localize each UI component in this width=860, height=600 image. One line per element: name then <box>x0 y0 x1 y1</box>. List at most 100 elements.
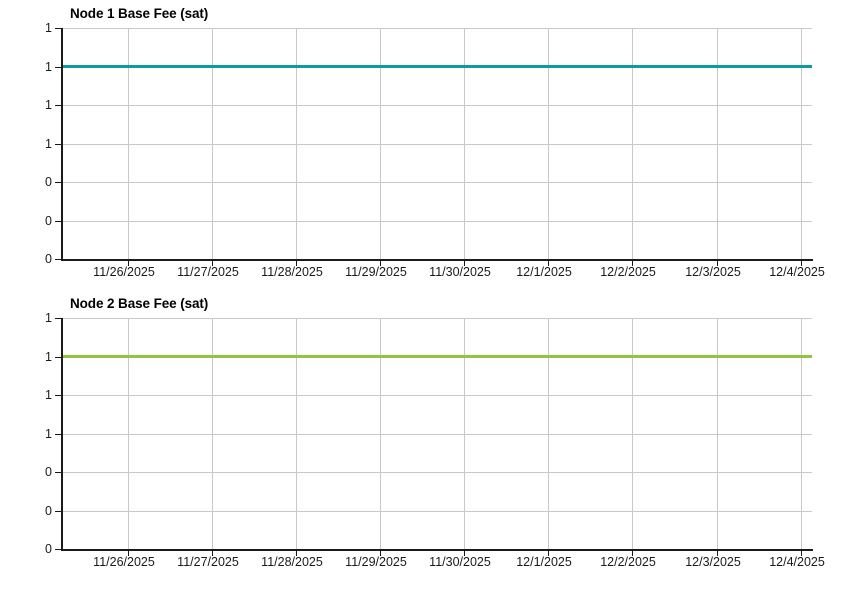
y-axis-tick <box>55 66 62 68</box>
gridline-vertical <box>717 318 718 549</box>
y-axis-tick <box>55 318 62 320</box>
x-axis-tick <box>548 259 550 266</box>
gridline-horizontal <box>61 220 812 222</box>
x-axis <box>61 259 813 261</box>
gridline-horizontal <box>61 395 812 396</box>
x-axis-tick <box>212 259 214 266</box>
x-axis-label: 12/4/2025 <box>769 555 825 569</box>
x-axis-label: 12/2/2025 <box>600 265 656 279</box>
plot-area <box>61 28 812 259</box>
chart-panel-node-2: Node 2 Base Fee (sat) 1 1 1 1 0 0 0 11/26/2025 11… <box>0 290 860 580</box>
y-axis-label-text: 1 <box>45 21 52 35</box>
y-axis-label-text: 1 <box>45 426 52 441</box>
gridline-horizontal <box>61 182 812 183</box>
y-axis-tick <box>55 259 62 261</box>
gridline-horizontal <box>61 105 812 106</box>
gridline-vertical <box>464 318 465 549</box>
x-axis-label: 11/28/2025 <box>261 265 323 279</box>
gridline-horizontal <box>61 143 812 145</box>
x-axis-label: 11/27/2025 <box>177 265 239 279</box>
y-axis-label-text: 0 <box>45 252 52 266</box>
y-axis-label-text: 1 <box>45 136 52 151</box>
gridline-vertical <box>464 28 465 259</box>
gridline-vertical <box>548 28 549 259</box>
x-axis-label: 11/30/2025 <box>429 265 491 279</box>
y-axis-label-text: 1 <box>45 311 52 325</box>
y-axis-tick <box>55 510 62 512</box>
series-line <box>61 65 812 68</box>
y-axis-tick <box>55 433 62 435</box>
gridline-vertical <box>632 318 633 549</box>
x-axis <box>61 549 813 551</box>
x-axis-label: 12/1/2025 <box>516 555 572 569</box>
gridline-vertical <box>717 28 718 259</box>
x-axis-label: 11/26/2025 <box>93 555 155 569</box>
gridline-vertical <box>212 318 213 549</box>
y-axis-label-text: 0 <box>45 503 52 518</box>
x-axis-tick <box>717 549 719 556</box>
y-axis-tick <box>55 472 62 474</box>
x-axis-tick <box>212 549 214 556</box>
gridline-horizontal <box>61 433 812 435</box>
gridline-horizontal <box>61 510 812 512</box>
y-axis-label: 0 <box>30 214 52 226</box>
y-axis-label-text: 1 <box>45 388 52 402</box>
y-axis-tick <box>55 395 62 397</box>
y-axis-label: 1 <box>30 22 52 34</box>
y-axis-label: 1 <box>30 59 52 74</box>
x-axis-tick <box>548 549 550 556</box>
gridline-vertical <box>128 318 129 549</box>
y-axis-label: 1 <box>30 136 52 151</box>
y-axis-label: 0 <box>30 503 52 518</box>
y-axis-label: 1 <box>30 312 52 324</box>
x-axis-tick <box>380 259 382 266</box>
x-axis-label: 11/28/2025 <box>261 555 323 569</box>
y-axis-tick <box>55 28 62 30</box>
chart-title: Node 2 Base Fee (sat) <box>70 296 209 311</box>
chart-title: Node 1 Base Fee (sat) <box>70 6 209 21</box>
x-axis-label: 12/3/2025 <box>685 265 741 279</box>
gridline-vertical <box>296 318 297 549</box>
x-axis-tick <box>801 549 803 556</box>
x-axis-label: 12/1/2025 <box>516 265 572 279</box>
x-axis-tick <box>296 259 298 266</box>
x-axis-tick <box>380 549 382 556</box>
y-axis-label: 1 <box>30 99 52 111</box>
gridline-vertical <box>632 28 633 259</box>
gridline-horizontal <box>61 472 812 473</box>
y-axis-label: 0 <box>30 176 52 188</box>
plot-area <box>61 318 812 549</box>
x-axis-label: 12/2/2025 <box>600 555 656 569</box>
y-axis-label-text: 1 <box>45 98 52 112</box>
gridline-vertical <box>380 318 381 549</box>
y-axis-tick <box>55 356 62 358</box>
y-axis-label-text: 0 <box>45 465 52 479</box>
x-axis-tick <box>464 549 466 556</box>
x-axis-tick <box>632 259 634 266</box>
y-axis-label-text: 0 <box>45 542 52 556</box>
x-axis-label: 11/29/2025 <box>345 265 407 279</box>
gridline-horizontal <box>61 28 812 29</box>
y-axis-label: 1 <box>30 350 52 362</box>
x-axis-tick <box>801 259 803 266</box>
y-axis-label-text: 1 <box>45 59 52 74</box>
gridline-vertical <box>548 318 549 549</box>
x-axis-label: 12/3/2025 <box>685 555 741 569</box>
chart-panel-node-1: Node 1 Base Fee (sat) 1 1 1 1 0 0 0 11/26/2025 11… <box>0 0 860 290</box>
y-axis-label-text: 0 <box>45 175 52 189</box>
x-axis-tick <box>464 259 466 266</box>
y-axis-label: 0 <box>30 466 52 478</box>
y-axis-label: 1 <box>30 426 52 441</box>
y-axis-label: 1 <box>30 389 52 401</box>
series-line <box>61 355 812 358</box>
y-axis-label: 0 <box>30 253 52 265</box>
x-axis-label: 11/30/2025 <box>429 555 491 569</box>
y-axis-tick <box>55 549 62 551</box>
gridline-horizontal <box>61 318 812 319</box>
y-axis-tick <box>55 220 62 222</box>
y-axis-label: 0 <box>30 543 52 555</box>
y-axis-tick <box>55 143 62 145</box>
x-axis-label: 11/26/2025 <box>93 265 155 279</box>
gridline-vertical <box>801 28 802 259</box>
